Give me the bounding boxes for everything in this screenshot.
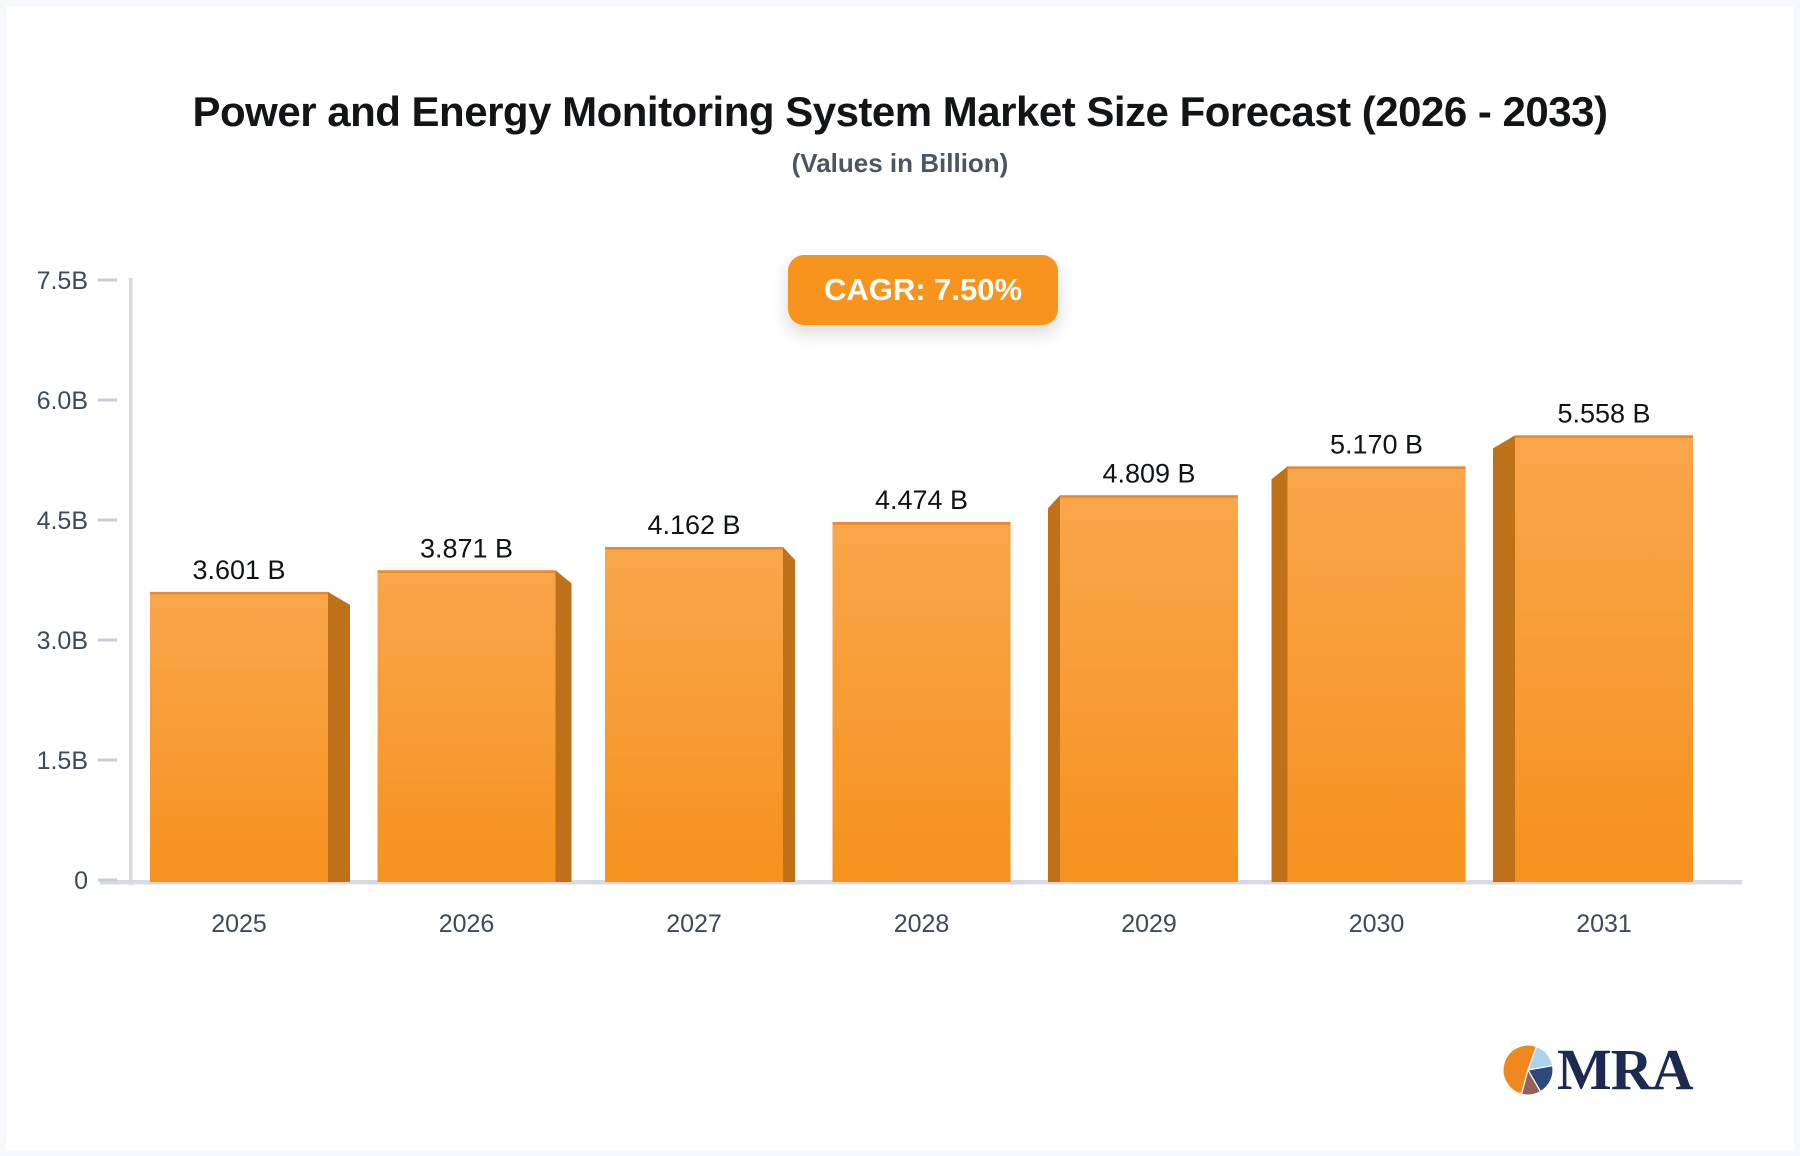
bar-side-3d [1493,435,1515,882]
bar-top-edge [150,591,328,595]
bar-top-edge [832,522,1011,525]
brand-logo-text: MRA [1557,1037,1694,1102]
y-axis-line [129,278,133,885]
x-category-label: 2031 [1576,910,1632,938]
y-tick-mark [98,518,117,522]
cagr-badge-label: CAGR: 7.50% [823,272,1023,307]
bar-top-edge [605,547,783,550]
bar-value-label: 3.601 B [192,555,285,585]
bar-value-label: 3.871 B [420,533,513,563]
y-tick-mark [98,878,117,882]
bar-2025[interactable] [150,591,328,882]
bar-2031[interactable] [1515,435,1693,882]
bar-value-label: 4.162 B [647,510,740,540]
bar-2029[interactable] [1060,495,1238,882]
x-axis-baseline [100,880,1742,885]
pie-slice-maroon [1520,1069,1542,1096]
bar-value-label: 4.474 B [875,485,968,515]
y-tick-label: 6.0B [37,387,88,415]
bar-value-label: 5.558 B [1557,398,1650,428]
bar-side-3d [783,547,795,882]
bar-2028[interactable] [832,522,1011,882]
bar-value-label: 5.170 B [1330,429,1423,459]
bar-2027[interactable] [605,547,783,882]
y-tick-mark [98,758,117,762]
bar-value-label: 4.809 B [1102,458,1195,488]
x-category-label: 2028 [894,910,950,938]
pie-chart-logo-icon [1502,1044,1554,1096]
bar-top-edge [377,570,556,573]
y-tick-label: 7.5B [37,267,88,295]
bar-top-edge [1515,435,1693,438]
bar-side-3d [328,591,350,882]
bar-side-3d [555,570,572,882]
x-category-label: 2025 [211,910,267,938]
brand-logo: MRA [1502,1037,1694,1102]
pie-slice-orange [1502,1044,1538,1095]
x-category-label: 2027 [666,910,722,938]
y-tick-mark [98,638,117,642]
bar-top-edge [1060,495,1238,498]
x-category-label: 2030 [1349,910,1405,938]
bar-side-3d [1271,466,1288,882]
bar-2030[interactable] [1287,466,1466,882]
y-tick-mark [98,278,117,282]
chart-title: Power and Energy Monitoring System Marke… [192,88,1608,135]
bar-side-3d [1048,495,1060,882]
bar-2026[interactable] [377,570,556,882]
y-tick-label: 1.5B [37,747,88,775]
y-tick-label: 0 [74,867,88,895]
y-tick-mark [98,398,117,402]
cagr-badge: CAGR: 7.50% [788,255,1058,325]
x-category-label: 2026 [439,910,495,938]
chart-subtitle: (Values in Billion) [791,148,1009,178]
x-category-label: 2029 [1121,910,1177,938]
bar-top-edge [1287,466,1466,469]
y-tick-label: 3.0B [37,627,88,655]
y-tick-label: 4.5B [37,507,88,535]
